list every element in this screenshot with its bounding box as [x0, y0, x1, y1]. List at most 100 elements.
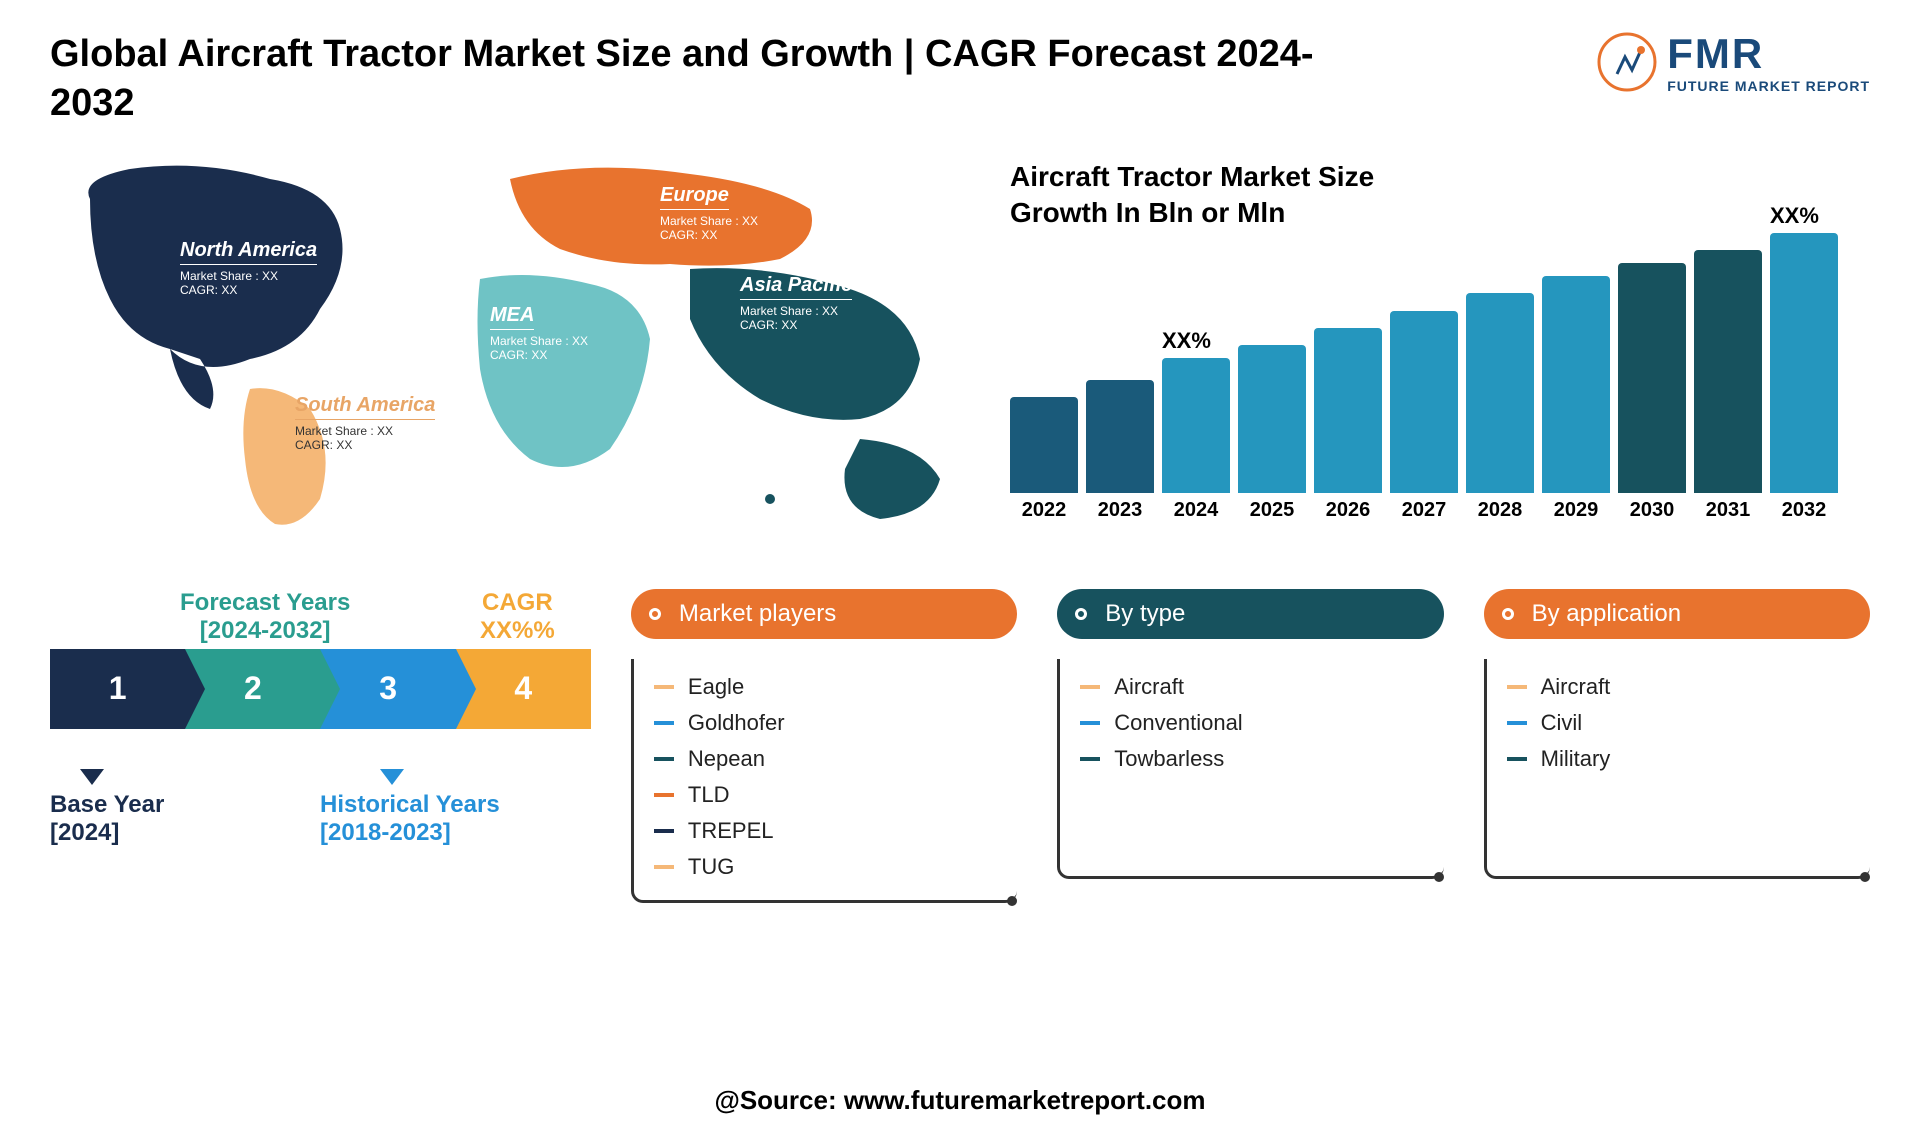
- arrow-down-icon: [380, 769, 404, 785]
- dash-icon: [654, 721, 674, 725]
- dash-icon: [654, 757, 674, 761]
- bar-wrap: 2030: [1618, 263, 1686, 522]
- bar-wrap: 2022: [1010, 397, 1078, 521]
- bar-chart: 2022 2023 XX%2024 2025 2026 2027 2028 2029 2030 2…: [1010, 242, 1870, 522]
- bar-year-label: 2027: [1402, 499, 1447, 522]
- bar-wrap: XX%2024: [1162, 358, 1230, 521]
- logo: FMR FUTURE MARKET REPORT: [1597, 30, 1870, 94]
- bar-year-label: 2023: [1098, 499, 1143, 522]
- logo-text: FMR FUTURE MARKET REPORT: [1667, 30, 1870, 94]
- list-item: Towbarless: [1080, 741, 1443, 777]
- dash-icon: [1080, 721, 1100, 725]
- chart-title: Aircraft Tractor Market Size Growth In B…: [1010, 159, 1410, 232]
- bottom-row: Forecast Years [2024-2032] CAGR XX%% 123…: [50, 589, 1870, 903]
- bar-year-label: 2022: [1022, 499, 1067, 522]
- list-item: Civil: [1507, 705, 1870, 741]
- bar: XX%: [1162, 358, 1230, 492]
- bar: XX%: [1770, 233, 1838, 493]
- arrow-down-icon: [80, 769, 104, 785]
- dash-icon: [1080, 757, 1100, 761]
- list-item-label: Conventional: [1114, 710, 1242, 736]
- list-item: Aircraft: [1507, 669, 1870, 705]
- dot-icon: [1502, 608, 1514, 620]
- map-label-ap: Asia Pacific Market Share : XX CAGR: XX: [740, 274, 852, 332]
- list-item: Eagle: [654, 669, 1017, 705]
- page-title: Global Aircraft Tractor Market Size and …: [50, 30, 1350, 129]
- dash-icon: [1507, 685, 1527, 689]
- pill-body-type: Aircraft Conventional Towbarless: [1057, 659, 1443, 879]
- market-players-section: Market players Eagle Goldhofer Nepean TLD TR…: [631, 589, 1017, 903]
- bar-wrap: 2031: [1694, 250, 1762, 522]
- list-item-label: Eagle: [688, 674, 744, 700]
- bar-wrap: 2028: [1466, 293, 1534, 521]
- bar-wrap: XX% 2032: [1770, 233, 1838, 522]
- list-item-label: TUG: [688, 854, 734, 880]
- base-year-label: Base Year [2024]: [50, 769, 164, 847]
- world-map: North America Market Share : XX CAGR: XX…: [50, 149, 970, 529]
- list-item-label: Aircraft: [1114, 674, 1184, 700]
- pill-header-players: Market players: [631, 589, 1017, 639]
- bar-wrap: 2023: [1086, 380, 1154, 522]
- map-label-sa: South America Market Share : XX CAGR: XX: [295, 394, 435, 452]
- map-label-mea: MEA Market Share : XX CAGR: XX: [490, 304, 588, 362]
- bar-chart-section: Aircraft Tractor Market Size Growth In B…: [1010, 149, 1870, 529]
- list-item-label: Nepean: [688, 746, 765, 772]
- logo-sub: FUTURE MARKET REPORT: [1667, 78, 1870, 94]
- top-row: North America Market Share : XX CAGR: XX…: [50, 149, 1870, 529]
- bar: [1086, 380, 1154, 493]
- bar-wrap: 2029: [1542, 276, 1610, 522]
- pill-header-type: By type: [1057, 589, 1443, 639]
- bar: [1238, 345, 1306, 492]
- dash-icon: [1507, 721, 1527, 725]
- bar: [1010, 397, 1078, 492]
- list-item-label: Aircraft: [1541, 674, 1611, 700]
- pill-body-app: Aircraft Civil Military: [1484, 659, 1870, 879]
- pill-header-app: By application: [1484, 589, 1870, 639]
- timeline-segment: 3: [320, 649, 455, 729]
- historical-label: Historical Years [2018-2023]: [320, 769, 500, 847]
- list-item: TUG: [654, 849, 1017, 885]
- timeline-segment: 4: [456, 649, 591, 729]
- bar-annotation: XX%: [1162, 328, 1211, 354]
- bar-wrap: 2027: [1390, 311, 1458, 522]
- by-type-section: By type Aircraft Conventional Towbarless: [1057, 589, 1443, 879]
- bar-year-label: 2025: [1250, 499, 1295, 522]
- bar: [1466, 293, 1534, 492]
- list-item: TREPEL: [654, 813, 1017, 849]
- map-label-eu: Europe Market Share : XX CAGR: XX: [660, 184, 758, 242]
- bar: [1314, 328, 1382, 493]
- bar-year-label: 2028: [1478, 499, 1523, 522]
- source-attribution: @Source: www.futuremarketreport.com: [714, 1085, 1205, 1116]
- bar-year-label: 2031: [1706, 499, 1751, 522]
- by-application-section: By application Aircraft Civil Military: [1484, 589, 1870, 879]
- dash-icon: [1507, 757, 1527, 761]
- list-item: Aircraft: [1080, 669, 1443, 705]
- list-item-label: Military: [1541, 746, 1611, 772]
- list-item-label: Civil: [1541, 710, 1583, 736]
- fmr-logo-icon: [1597, 32, 1657, 92]
- timeline-section: Forecast Years [2024-2032] CAGR XX%% 123…: [50, 589, 591, 729]
- dash-icon: [654, 829, 674, 833]
- dash-icon: [654, 793, 674, 797]
- bar-year-label: 2030: [1630, 499, 1675, 522]
- logo-main: FMR: [1667, 30, 1870, 78]
- timeline-segment: 1: [50, 649, 185, 729]
- list-item: Conventional: [1080, 705, 1443, 741]
- dot-icon: [649, 608, 661, 620]
- dash-icon: [654, 685, 674, 689]
- bar: [1390, 311, 1458, 493]
- bar-annotation: XX%: [1770, 203, 1819, 229]
- bar-year-label: 2026: [1326, 499, 1371, 522]
- bar-wrap: 2026: [1314, 328, 1382, 522]
- dot-icon: [1075, 608, 1087, 620]
- bar-year-label: 2029: [1554, 499, 1599, 522]
- bar-year-label: 2032: [1782, 499, 1827, 522]
- list-item-label: Goldhofer: [688, 710, 785, 736]
- timeline-segment: 2: [185, 649, 320, 729]
- list-item: Goldhofer: [654, 705, 1017, 741]
- list-item: TLD: [654, 777, 1017, 813]
- list-item-label: TREPEL: [688, 818, 774, 844]
- map-label-na: North America Market Share : XX CAGR: XX: [180, 239, 317, 297]
- timeline-bar: 1234: [50, 649, 591, 729]
- bar: [1542, 276, 1610, 493]
